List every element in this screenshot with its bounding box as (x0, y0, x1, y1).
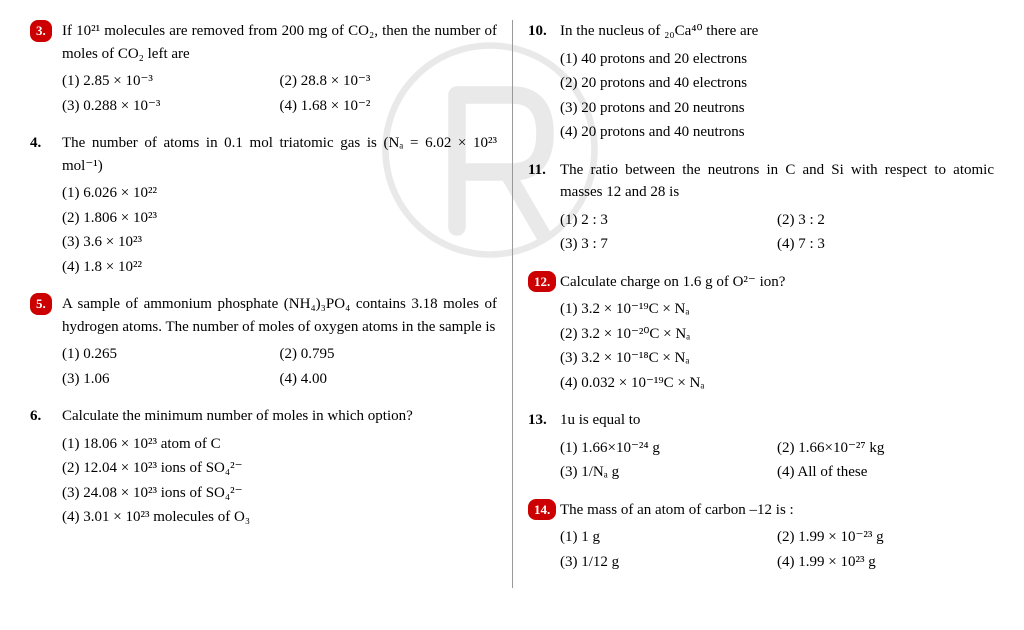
q6-opt4: (4) 3.01 × 10²³ molecules of O₃ (62, 505, 497, 530)
q13-number: 13. (528, 409, 560, 485)
q12-opt3: (3) 3.2 × 10⁻¹⁸C × Nₐ (560, 346, 994, 371)
q10-number: 10. (528, 20, 560, 145)
q4-number: 4. (30, 132, 62, 279)
q13-opt3: (3) 1/Nₐ g (560, 460, 777, 485)
q6-opt1: (1) 18.06 × 10²³ atom of C (62, 432, 497, 457)
q5-opt2: (2) 0.795 (280, 342, 498, 367)
q11-opt3: (3) 3 : 7 (560, 232, 777, 257)
q11-opt4: (4) 7 : 3 (777, 232, 994, 257)
left-column: 3. If 10²¹ molecules are removed from 20… (30, 20, 512, 588)
q5-opt1: (1) 0.265 (62, 342, 280, 367)
q14-opt1: (1) 1 g (560, 525, 777, 550)
q3-opt1: (1) 2.85 × 10⁻³ (62, 69, 280, 94)
q13-text: 1u is equal to (560, 409, 994, 432)
question-14: 14. The mass of an atom of carbon –12 is… (528, 499, 994, 575)
q12-opt2: (2) 3.2 × 10⁻²⁰C × Nₐ (560, 322, 994, 347)
q3-opt4: (4) 1.68 × 10⁻² (280, 94, 498, 119)
question-4: 4. The number of atoms in 0.1 mol triato… (30, 132, 497, 279)
q11-number: 11. (528, 159, 560, 257)
q3-opt2: (2) 28.8 × 10⁻³ (280, 69, 498, 94)
q12-number: 12. (528, 271, 560, 396)
question-11: 11. The ratio between the neutrons in C … (528, 159, 994, 257)
q14-opt3: (3) 1/12 g (560, 550, 777, 575)
q5-number: 5. (30, 293, 62, 391)
q3-opt3: (3) 0.288 × 10⁻³ (62, 94, 280, 119)
page-content: 3. If 10²¹ molecules are removed from 20… (30, 20, 994, 588)
question-6: 6. Calculate the minimum number of moles… (30, 405, 497, 530)
q3-number: 3. (30, 20, 62, 118)
q10-opt2: (2) 20 protons and 40 electrons (560, 71, 994, 96)
q4-opt1: (1) 6.026 × 10²² (62, 181, 497, 206)
q4-opt3: (3) 3.6 × 10²³ (62, 230, 497, 255)
q4-opt2: (2) 1.806 × 10²³ (62, 206, 497, 231)
q13-opt1: (1) 1.66×10⁻²⁴ g (560, 436, 777, 461)
q14-text: The mass of an atom of carbon –12 is : (560, 499, 994, 522)
q12-badge: 12. (528, 271, 556, 293)
q6-number: 6. (30, 405, 62, 530)
q4-opt4: (4) 1.8 × 10²² (62, 255, 497, 280)
q11-text: The ratio between the neutrons in C and … (560, 159, 994, 204)
question-3: 3. If 10²¹ molecules are removed from 20… (30, 20, 497, 118)
q14-opt4: (4) 1.99 × 10²³ g (777, 550, 994, 575)
q10-opt4: (4) 20 protons and 40 neutrons (560, 120, 994, 145)
q12-opt1: (1) 3.2 × 10⁻¹⁹C × Nₐ (560, 297, 994, 322)
question-13: 13. 1u is equal to (1) 1.66×10⁻²⁴ g (2) … (528, 409, 994, 485)
right-column: 10. In the nucleus of ₂₀Ca⁴⁰ there are (… (512, 20, 994, 588)
q11-opt1: (1) 2 : 3 (560, 208, 777, 233)
q3-text: If 10²¹ molecules are removed from 200 m… (62, 20, 497, 65)
question-5: 5. A sample of ammonium phosphate (NH₄)₃… (30, 293, 497, 391)
q13-opt2: (2) 1.66×10⁻²⁷ kg (777, 436, 994, 461)
q4-text: The number of atoms in 0.1 mol triatomic… (62, 132, 497, 177)
q10-opt1: (1) 40 protons and 20 electrons (560, 47, 994, 72)
q14-opt2: (2) 1.99 × 10⁻²³ g (777, 525, 994, 550)
q6-opt2: (2) 12.04 × 10²³ ions of SO₄²⁻ (62, 456, 497, 481)
q3-badge: 3. (30, 20, 52, 42)
q12-text: Calculate charge on 1.6 g of O²⁻ ion? (560, 271, 994, 294)
question-12: 12. Calculate charge on 1.6 g of O²⁻ ion… (528, 271, 994, 396)
q10-text: In the nucleus of ₂₀Ca⁴⁰ there are (560, 20, 994, 43)
q13-opt4: (4) All of these (777, 460, 994, 485)
q12-opt4: (4) 0.032 × 10⁻¹⁹C × Nₐ (560, 371, 994, 396)
q5-opt3: (3) 1.06 (62, 367, 280, 392)
q10-opt3: (3) 20 protons and 20 neutrons (560, 96, 994, 121)
q6-opt3: (3) 24.08 × 10²³ ions of SO₄²⁻ (62, 481, 497, 506)
q14-badge: 14. (528, 499, 556, 521)
q5-opt4: (4) 4.00 (280, 367, 498, 392)
q6-text: Calculate the minimum number of moles in… (62, 405, 497, 428)
q5-text: A sample of ammonium phosphate (NH₄)₃PO₄… (62, 293, 497, 338)
question-10: 10. In the nucleus of ₂₀Ca⁴⁰ there are (… (528, 20, 994, 145)
q14-number: 14. (528, 499, 560, 575)
q5-badge: 5. (30, 293, 52, 315)
q11-opt2: (2) 3 : 2 (777, 208, 994, 233)
